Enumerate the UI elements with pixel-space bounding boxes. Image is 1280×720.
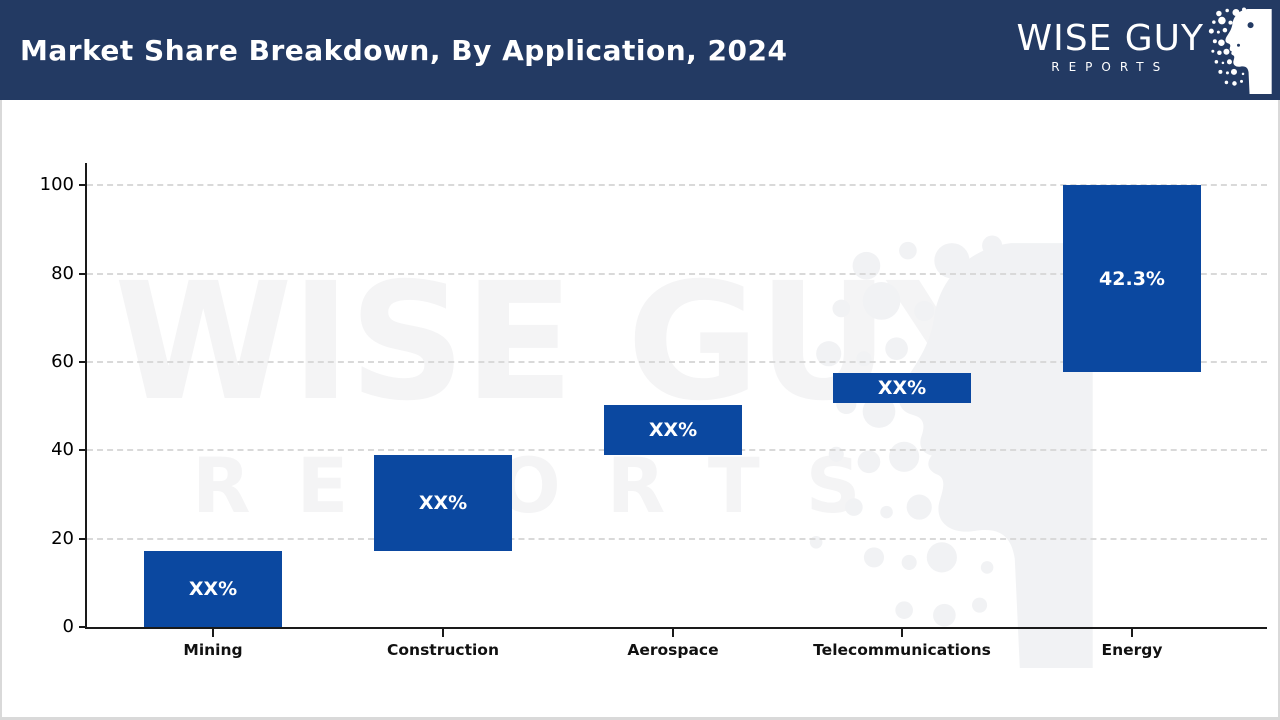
gridline-y80: [87, 272, 1267, 275]
ytick-label-80: 80: [51, 262, 74, 284]
bar-construction: [374, 455, 512, 551]
chart-area: WISE GUY REPORTS 0 20 40 60 80 100 XX% XX% XX% XX…: [0, 100, 1280, 720]
category-label-energy: Energy: [1101, 641, 1163, 659]
ytick-mark-0: [79, 626, 87, 628]
wiseguy-logo: WISE GUY REPORTS: [1017, 4, 1272, 96]
ytick-mark-60: [79, 360, 87, 363]
bar-value-label-aerospace: XX%: [648, 418, 698, 441]
ytick-mark-100: [79, 184, 87, 187]
bar-value-label-telecommunications: XX%: [877, 377, 927, 400]
xtick-mark-telecommunications: [901, 629, 903, 637]
logo-text-block: WISE GUY REPORTS: [1016, 18, 1205, 75]
ytick-mark-20: [79, 537, 87, 540]
ytick-label-40: 40: [51, 439, 74, 461]
watermark-subtext: REPORTS: [192, 441, 907, 530]
bar-value-label-construction: XX%: [418, 491, 468, 514]
gridline-y100: [87, 184, 1267, 187]
xtick-mark-construction: [442, 629, 444, 637]
bar-telecommunications: [833, 373, 971, 404]
page-title: Market Share Breakdown, By Application, …: [20, 33, 788, 67]
ytick-label-0: 0: [62, 616, 74, 637]
category-label-construction: Construction: [387, 641, 499, 659]
logo-face-icon: [1208, 7, 1272, 94]
watermark-face-icon: [809, 235, 1093, 668]
bar-energy: [1063, 185, 1201, 373]
ytick-label-100: 100: [39, 174, 74, 196]
xtick-mark-energy: [1131, 629, 1133, 637]
bar-value-label-energy: 42.3%: [1099, 267, 1165, 290]
ytick-mark-80: [79, 272, 87, 275]
category-label-mining: Mining: [183, 641, 243, 659]
category-label-aerospace: Aerospace: [627, 641, 719, 659]
bar-aerospace: [604, 404, 742, 455]
xtick-mark-aerospace: [672, 629, 674, 637]
bar-mining: [144, 550, 282, 627]
x-axis-spine: [85, 627, 1267, 629]
gridline-y60: [87, 360, 1267, 363]
y-axis-spine: [85, 163, 87, 629]
ytick-mark-40: [79, 449, 87, 452]
logo-wordmark: WISE GUY: [1016, 18, 1204, 59]
xtick-mark-mining: [212, 629, 214, 637]
category-label-telecommunications: Telecommunications: [813, 641, 991, 659]
bar-value-label-mining: XX%: [188, 577, 238, 600]
header-bar: Market Share Breakdown, By Application, …: [0, 0, 1280, 100]
logo-subtext: REPORTS: [1051, 60, 1170, 74]
ytick-label-60: 60: [51, 350, 74, 372]
gridline-y20: [87, 537, 1267, 540]
ytick-label-20: 20: [51, 527, 74, 549]
